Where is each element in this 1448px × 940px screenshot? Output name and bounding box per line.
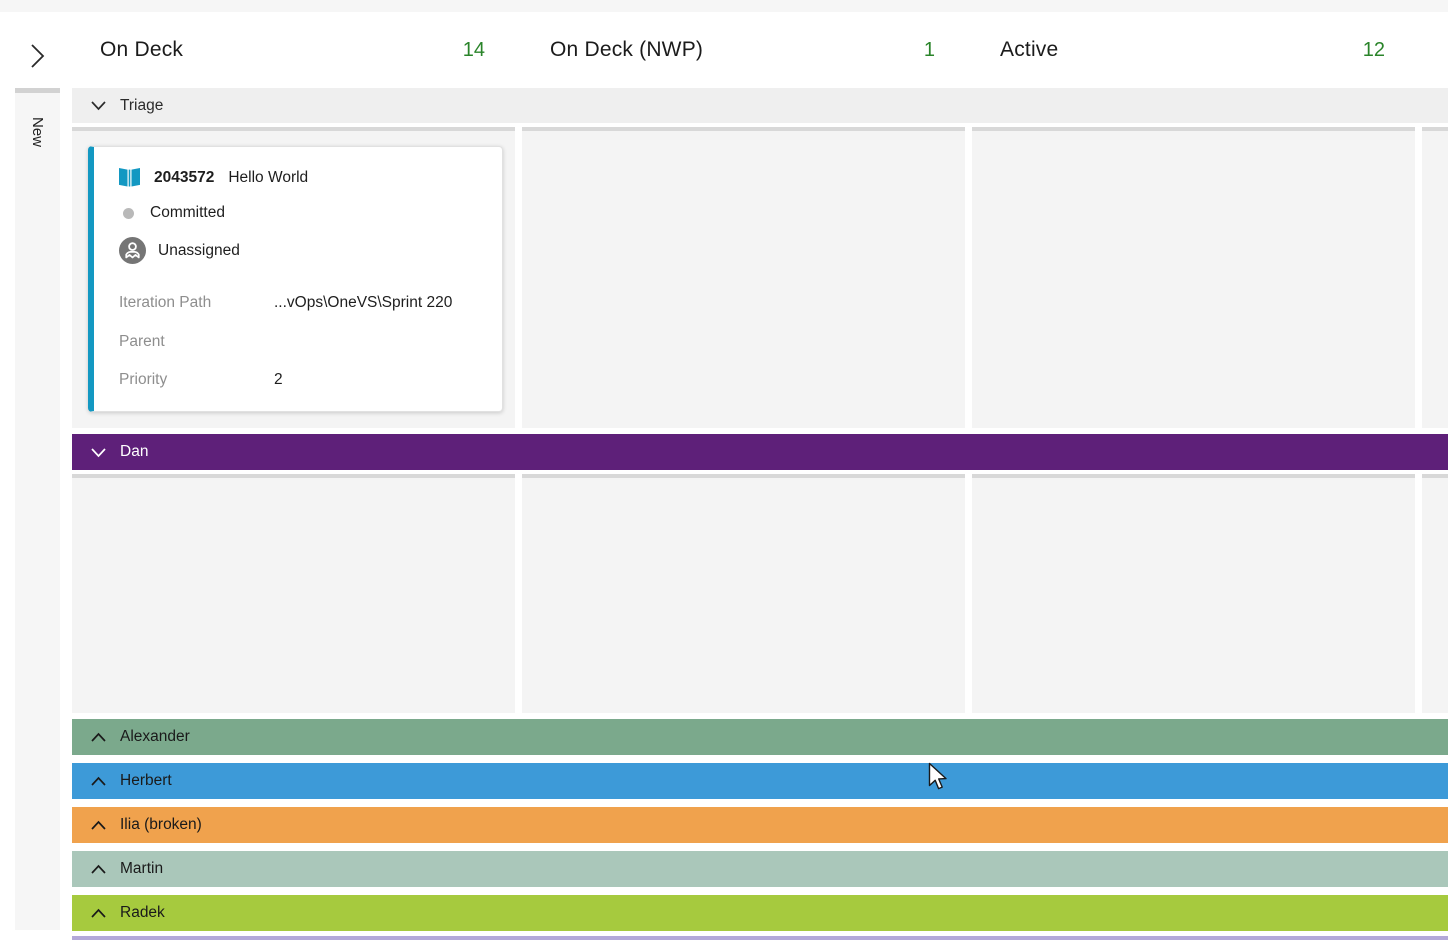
swimlane-header-dan[interactable]: Dan xyxy=(72,434,1448,470)
swimlane-header-triage[interactable]: Triage xyxy=(72,88,1448,123)
card-assigned-row[interactable]: Unassigned xyxy=(119,237,240,264)
card-field-parent: Parent xyxy=(119,333,486,351)
swimlane-header-partial[interactable] xyxy=(72,936,1448,940)
column-header-active[interactable]: Active 12 xyxy=(972,12,1415,88)
column-title: Active xyxy=(1000,38,1059,61)
board-cell[interactable] xyxy=(522,127,965,428)
column-count: 12 xyxy=(1362,38,1385,61)
chevron-up-icon[interactable] xyxy=(88,903,109,924)
column-header-on-deck-nwp[interactable]: On Deck (NWP) 1 xyxy=(522,12,965,88)
swimlane-header-alexander[interactable]: Alexander xyxy=(72,719,1448,755)
card-field-iteration-path: Iteration Path ...vOps\OneVS\Sprint 220 xyxy=(119,294,486,312)
work-item-id[interactable]: 2043572 xyxy=(154,168,215,186)
work-item-card[interactable]: 2043572 Hello World Committed xyxy=(88,146,503,412)
field-label: Priority xyxy=(119,371,168,388)
swimlane-header-ilia-broken[interactable]: Ilia (broken) xyxy=(72,807,1448,843)
column-count: 14 xyxy=(462,38,485,61)
work-item-state: Committed xyxy=(150,204,225,221)
top-strip xyxy=(0,0,1448,12)
chevron-up-icon[interactable] xyxy=(88,771,109,792)
column-count: 1 xyxy=(923,38,935,61)
field-value: ...vOps\OneVS\Sprint 220 xyxy=(274,294,453,311)
collapsed-column-label: New xyxy=(29,117,46,148)
card-title-row: 2043572 Hello World xyxy=(117,167,308,188)
swimlane-label: Alexander xyxy=(120,728,190,745)
swimlane-triage-cells: 2043572 Hello World Committed xyxy=(72,127,1448,428)
swimlane-header-radek[interactable]: Radek xyxy=(72,895,1448,931)
column-title: On Deck xyxy=(100,38,184,61)
field-label: Iteration Path xyxy=(119,294,212,311)
swimlane-label: Triage xyxy=(120,96,164,114)
expand-column-chevron-right-icon[interactable] xyxy=(26,43,48,69)
user-story-book-icon xyxy=(117,167,142,188)
column-header-on-deck[interactable]: On Deck 14 xyxy=(72,12,515,88)
field-label: Parent xyxy=(119,333,165,350)
board-cell[interactable] xyxy=(72,474,515,713)
work-item-title[interactable]: Hello World xyxy=(228,168,309,186)
swimlane-label: Ilia (broken) xyxy=(120,816,202,833)
chevron-down-icon[interactable] xyxy=(88,442,109,463)
board-cell[interactable] xyxy=(972,474,1415,713)
board-cell[interactable] xyxy=(522,474,965,713)
chevron-down-icon[interactable] xyxy=(88,95,109,116)
card-state-row: Committed xyxy=(123,204,225,222)
swimlane-header-martin[interactable]: Martin xyxy=(72,851,1448,887)
swimlane-label: Radek xyxy=(120,904,165,921)
board-cell[interactable] xyxy=(1422,474,1448,713)
board-cell[interactable] xyxy=(1422,127,1448,428)
swimlane-label: Herbert xyxy=(120,772,172,789)
field-value: 2 xyxy=(274,371,283,388)
board-cell[interactable] xyxy=(972,127,1415,428)
state-dot-icon xyxy=(123,207,134,219)
collapsed-column-top-bar xyxy=(15,88,60,93)
board-cell[interactable]: 2043572 Hello World Committed xyxy=(72,127,515,428)
column-title: On Deck (NWP) xyxy=(550,38,704,61)
unassigned-avatar-icon xyxy=(119,237,146,264)
collapsed-column-new[interactable]: New xyxy=(15,88,60,930)
swimlane-dan-cells xyxy=(72,474,1448,713)
chevron-up-icon[interactable] xyxy=(88,727,109,748)
swimlane-label: Dan xyxy=(120,443,149,460)
swimlane-label: Martin xyxy=(120,860,164,877)
swimlane-header-herbert[interactable]: Herbert xyxy=(72,763,1448,799)
assigned-to: Unassigned xyxy=(158,241,240,259)
chevron-up-icon[interactable] xyxy=(88,859,109,880)
card-field-priority: Priority 2 xyxy=(119,371,486,389)
column-header-cutoff[interactable]: R xyxy=(1422,12,1448,88)
chevron-up-icon[interactable] xyxy=(88,815,109,836)
